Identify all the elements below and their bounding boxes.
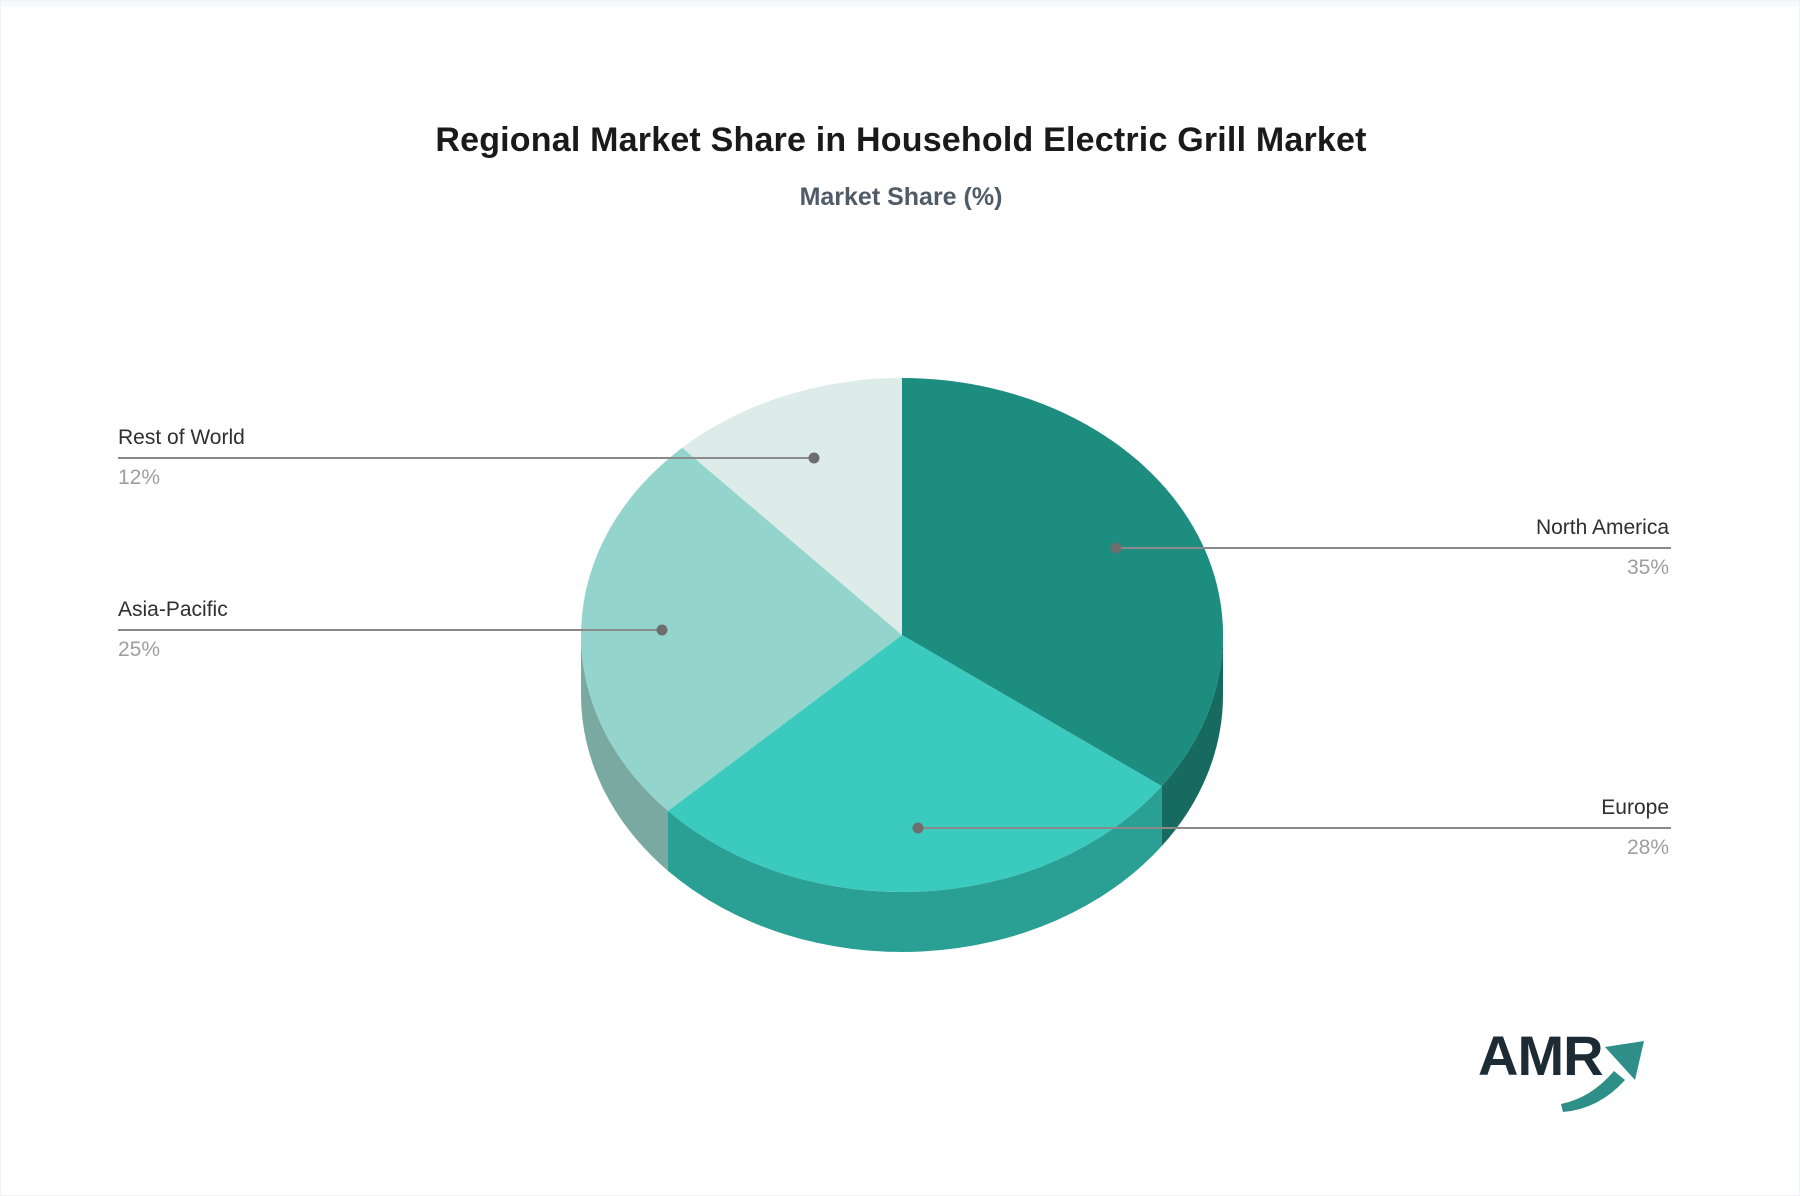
value-asia-pacific: 25% [118,638,161,661]
pie-slice-north-america [902,378,1224,787]
value-europe: 28% [1626,836,1669,859]
leader-dot-europe [912,822,924,834]
pie-side-europe [668,786,1162,953]
amr-logo-text: AMR [1478,1024,1604,1087]
label-north-america: North America [1535,516,1669,539]
leader-dot-asia-pacific [656,624,668,636]
pie-slice-rest-of-world [682,378,902,635]
pie-side-asia-pacific [581,635,668,871]
leader-dot-rest-of-world [808,452,820,464]
amr-logo: AMR [1478,1023,1698,1133]
pie-slice-asia-pacific [581,447,902,811]
leader-dot-north-america [1110,542,1122,554]
value-rest-of-world: 12% [118,466,161,489]
chart-title: Regional Market Share in Household Elect… [435,121,1367,159]
chart-subtitle: Market Share (%) [799,183,1003,211]
label-rest-of-world: Rest of World [118,426,245,449]
label-asia-pacific: Asia-Pacific [118,598,228,621]
label-europe: Europe [1601,796,1669,819]
top-border-strip [1,1,1799,7]
value-north-america: 35% [1626,556,1669,579]
pie-side-north-america [1161,635,1223,847]
amr-logo-arrow-icon [1561,1041,1644,1112]
